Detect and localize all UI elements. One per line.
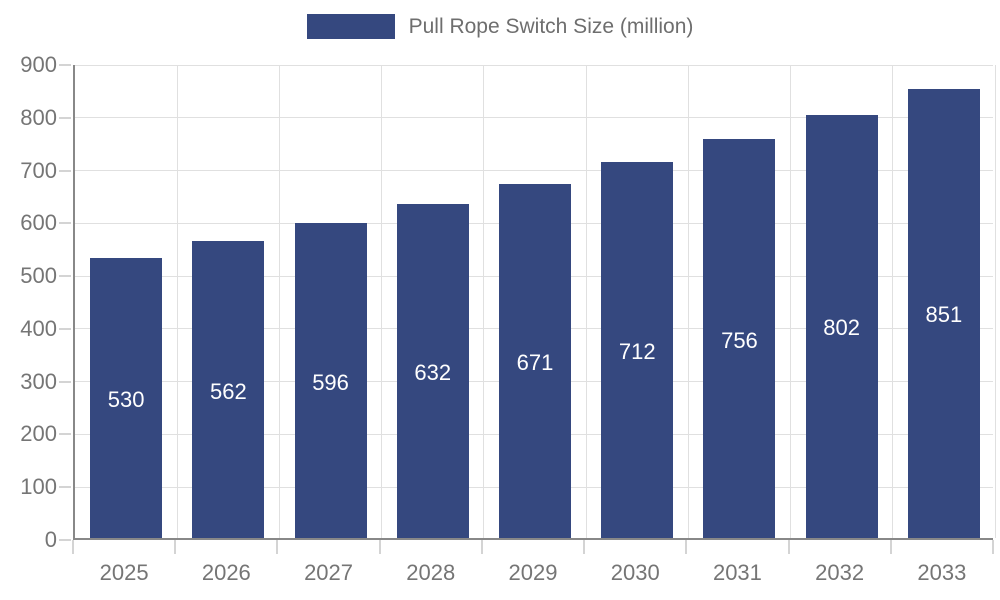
x-tick-label: 2031 [712,560,762,585]
x-tick-label: 2027 [304,560,354,585]
y-tick-mark [59,486,71,489]
y-tick-label: 400 [20,315,57,341]
bar-value-label: 632 [414,360,452,386]
y-tick-mark [59,116,71,119]
legend[interactable]: Pull Rope Switch Size (million) [0,14,1000,39]
y-tick-label: 900 [20,52,57,77]
x-tick-label: 2028 [406,560,456,585]
x-tick-label: 2029 [508,560,558,585]
x-tick-mark [72,540,74,554]
bar [499,183,571,538]
gridline-horizontal [75,170,993,172]
bar-value-label: 671 [516,349,554,375]
y-tick-label: 700 [20,157,57,183]
x-tick-label: 2032 [815,560,865,585]
gridline-vertical [790,65,792,538]
y-tick-mark [59,380,71,383]
x-tick-label: 2033 [917,560,967,585]
legend-swatch [306,14,395,39]
x-tick-mark [992,540,994,554]
x-tick-mark [174,540,177,554]
y-tick-label: 300 [20,368,57,394]
bar-value-label: 562 [209,378,247,404]
gridline-vertical [892,65,894,538]
y-tick-mark [59,433,71,436]
bar [396,204,469,538]
y-tick-mark [59,64,71,66]
bar [294,223,367,538]
legend-label: Pull Rope Switch Size (million) [408,14,694,38]
x-tick-mark [685,540,688,554]
gridline-vertical [381,65,383,538]
gridline-vertical [994,65,996,538]
bar-value-label: 802 [823,315,861,341]
y-tick-label: 0 [44,527,57,552]
gridline-vertical [687,65,689,538]
gridline-horizontal [75,117,993,119]
y-tick-mark [59,275,71,278]
plot-area: 530 562 596 632 671 712 756 802 851 [73,64,996,540]
y-tick-label: 200 [20,421,57,447]
y-tick-mark [59,222,71,225]
x-tick-mark [276,540,279,554]
x-tick-mark [787,540,790,554]
bar [90,258,163,538]
gridline-horizontal [75,64,993,66]
x-tick-label: 2030 [610,560,660,585]
y-tick-label: 500 [20,263,57,289]
bar-value-label: 712 [618,339,656,365]
bar [703,139,776,538]
bar [192,241,265,538]
x-tick-mark [378,540,381,554]
bar [805,114,878,538]
bar-value-label: 596 [312,369,349,395]
x-tick-mark [583,540,586,554]
x-tick-label: 2026 [201,560,251,585]
bar [907,88,980,538]
y-tick-label: 800 [20,104,57,130]
y-tick-label: 600 [20,210,57,236]
x-tick-mark [480,540,483,554]
bar-value-label: 851 [925,302,963,328]
bar [601,162,674,538]
x-tick-mark [889,540,892,554]
bar-value-label: 530 [107,387,145,413]
gridline-vertical [585,65,587,538]
gridline-vertical [483,65,485,538]
y-tick-mark [59,327,71,330]
y-tick-mark [59,539,71,541]
bar-value-label: 756 [721,327,758,353]
gridline-vertical [176,65,178,538]
y-tick-mark [59,169,71,172]
x-tick-label: 2025 [99,560,149,585]
gridline-vertical [278,65,280,538]
y-tick-label: 100 [20,474,57,500]
